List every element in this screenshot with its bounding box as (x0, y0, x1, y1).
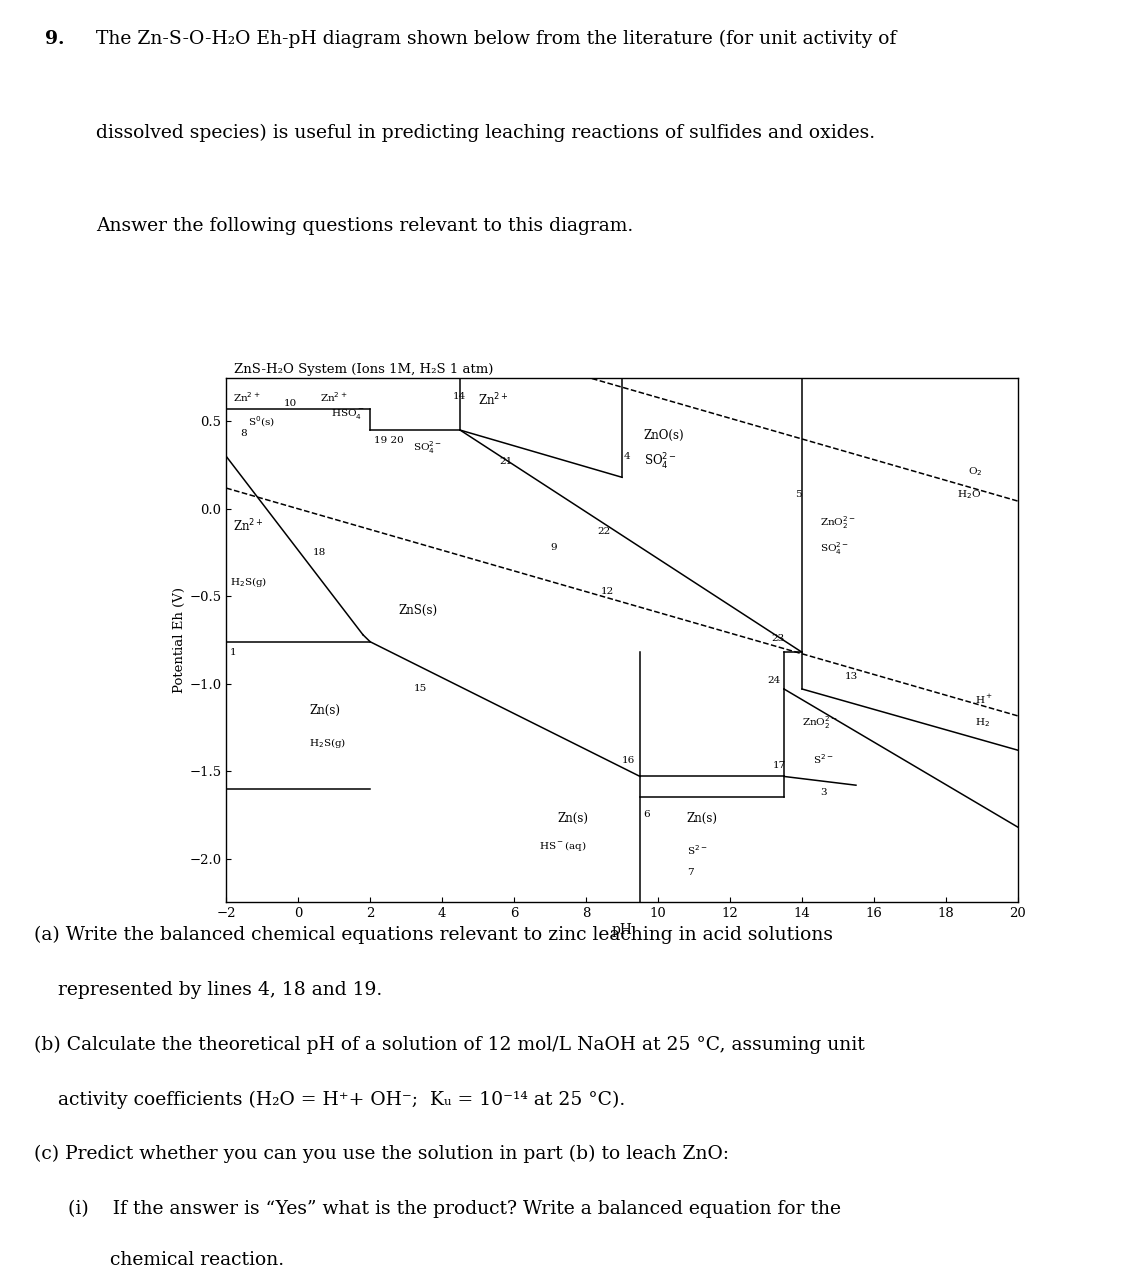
Text: ZnS(s): ZnS(s) (399, 604, 438, 617)
Text: Zn(s): Zn(s) (687, 812, 718, 824)
Text: (a) Write the balanced chemical equations relevant to zinc leaching in acid solu: (a) Write the balanced chemical equation… (34, 927, 832, 945)
Text: 14: 14 (452, 393, 466, 402)
Text: (b) Calculate the theoretical pH of a solution of 12 mol/L NaOH at 25 °C, assumi: (b) Calculate the theoretical pH of a so… (34, 1036, 865, 1053)
Text: 16: 16 (622, 756, 636, 765)
Text: HS$^-$(aq): HS$^-$(aq) (539, 840, 587, 854)
Text: (c) Predict whether you can you use the solution in part (b) to leach ZnO:: (c) Predict whether you can you use the … (34, 1146, 729, 1164)
Text: ZnS-H₂O System (Ions 1M, H₂S 1 atm): ZnS-H₂O System (Ions 1M, H₂S 1 atm) (234, 364, 493, 376)
Text: H$_2$O: H$_2$O (957, 489, 981, 502)
Text: Zn(s): Zn(s) (558, 812, 588, 824)
Text: chemical reaction.: chemical reaction. (68, 1251, 284, 1268)
Text: ZnO(s): ZnO(s) (644, 429, 684, 442)
Text: 3: 3 (820, 787, 827, 796)
Text: 23: 23 (771, 634, 785, 643)
Text: 17: 17 (774, 762, 786, 771)
Text: 9.: 9. (45, 29, 64, 49)
Text: 19 20: 19 20 (373, 436, 404, 445)
Text: H$_2$: H$_2$ (975, 716, 990, 728)
Text: H$_2$S(g): H$_2$S(g) (309, 736, 346, 750)
Text: SO$_4^{2-}$: SO$_4^{2-}$ (820, 540, 849, 557)
Text: 9: 9 (550, 543, 556, 552)
Text: activity coefficients (H₂O = H⁺+ OH⁻;  Kᵤ = 10⁻¹⁴ at 25 °C).: activity coefficients (H₂O = H⁺+ OH⁻; Kᵤ… (34, 1091, 625, 1108)
Text: 7: 7 (687, 868, 693, 877)
Text: 22: 22 (597, 527, 610, 536)
Text: S$^0$(s): S$^0$(s) (248, 413, 275, 429)
Text: Answer the following questions relevant to this diagram.: Answer the following questions relevant … (96, 216, 633, 234)
Text: HSO$_4^-$: HSO$_4^-$ (330, 407, 364, 421)
Text: 5: 5 (795, 490, 802, 499)
Text: 24: 24 (768, 676, 782, 685)
Text: 10: 10 (284, 399, 297, 408)
Text: (i)    If the answer is “Yes” what is the product? Write a balanced equation for: (i) If the answer is “Yes” what is the p… (68, 1199, 840, 1219)
Text: Zn$^{2+}$: Zn$^{2+}$ (478, 392, 509, 408)
Text: represented by lines 4, 18 and 19.: represented by lines 4, 18 and 19. (34, 980, 382, 998)
Text: 1: 1 (230, 648, 236, 657)
Text: ZnO$_2^{2-}$: ZnO$_2^{2-}$ (802, 714, 838, 731)
Text: SO$_4^{2-}$: SO$_4^{2-}$ (413, 439, 442, 456)
Text: O$_2$: O$_2$ (967, 466, 982, 479)
Text: 13: 13 (845, 672, 858, 681)
X-axis label: pH: pH (612, 923, 632, 937)
Text: 21: 21 (500, 457, 513, 466)
Text: H$_2$S(g): H$_2$S(g) (230, 575, 267, 589)
Text: 6: 6 (644, 810, 650, 819)
Text: The Zn-S-O-H₂O Eh-pH diagram shown below from the literature (for unit activity : The Zn-S-O-H₂O Eh-pH diagram shown below… (96, 29, 897, 49)
Text: Zn$^{2+}$: Zn$^{2+}$ (233, 390, 261, 403)
Text: S$^{2-}$: S$^{2-}$ (813, 753, 834, 765)
Text: 8: 8 (241, 429, 248, 438)
Y-axis label: Potential Eh (V): Potential Eh (V) (173, 588, 187, 692)
Text: 18: 18 (312, 548, 326, 557)
Text: SO$_4^{2-}$: SO$_4^{2-}$ (644, 452, 676, 471)
Text: Zn$^{2+}$: Zn$^{2+}$ (233, 518, 264, 535)
Text: Zn(s): Zn(s) (309, 704, 340, 717)
Text: Zn$^{2+}$: Zn$^{2+}$ (320, 390, 347, 403)
Text: S$^{2-}$: S$^{2-}$ (687, 844, 707, 856)
Text: ZnO$_2^{2-}$: ZnO$_2^{2-}$ (820, 515, 856, 531)
Text: H$^+$: H$^+$ (975, 692, 993, 707)
Text: 15: 15 (413, 685, 426, 694)
Text: 4: 4 (624, 452, 630, 461)
Text: dissolved species) is useful in predicting leaching reactions of sulfides and ox: dissolved species) is useful in predicti… (96, 123, 875, 142)
Text: 12: 12 (601, 586, 614, 595)
